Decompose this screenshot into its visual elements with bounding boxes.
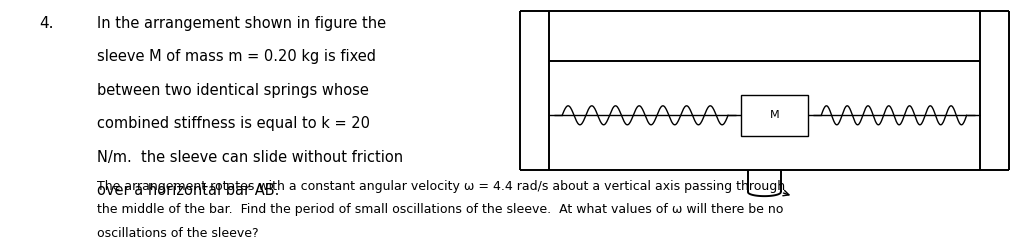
Text: sleeve M of mass m = 0.20 kg is fixed: sleeve M of mass m = 0.20 kg is fixed [97, 49, 376, 64]
Text: the middle of the bar.  Find the period of small oscillations of the sleeve.  At: the middle of the bar. Find the period o… [97, 204, 783, 216]
Text: N/m.  the sleeve can slide without friction: N/m. the sleeve can slide without fricti… [97, 150, 403, 165]
Text: 4.: 4. [39, 16, 53, 31]
Text: over a horizontal bar AB.: over a horizontal bar AB. [97, 183, 280, 198]
Text: The arrangement rotates with a constant angular velocity ω = 4.4 rad/s about a v: The arrangement rotates with a constant … [97, 180, 785, 193]
Text: oscillations of the sleeve?: oscillations of the sleeve? [97, 227, 259, 240]
Text: In the arrangement shown in figure the: In the arrangement shown in figure the [97, 16, 386, 31]
Text: between two identical springs whose: between two identical springs whose [97, 83, 370, 98]
Text: combined stiffness is equal to k = 20: combined stiffness is equal to k = 20 [97, 116, 371, 131]
Bar [741, 95, 808, 136]
Text: M: M [770, 110, 779, 120]
